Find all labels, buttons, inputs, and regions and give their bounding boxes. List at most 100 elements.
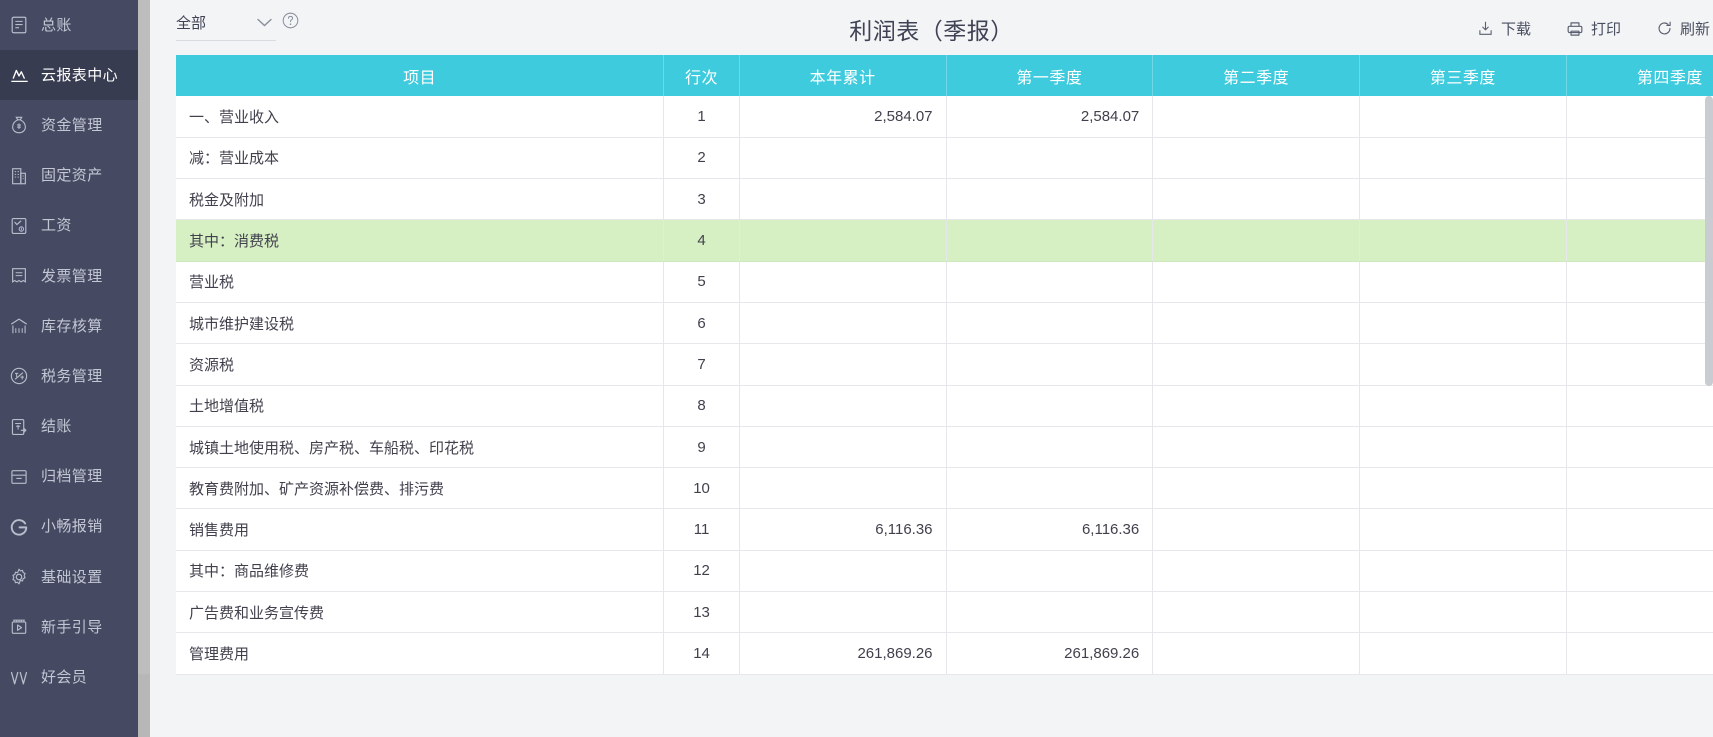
table-row[interactable]: 资源税 7 xyxy=(176,343,1713,386)
cell-ytd[interactable] xyxy=(739,343,947,386)
question-circle-icon[interactable] xyxy=(282,12,299,34)
cell-q1[interactable] xyxy=(946,467,1154,510)
table-row[interactable]: 减：营业成本 2 xyxy=(176,137,1713,180)
cell-q3[interactable] xyxy=(1359,219,1567,262)
table-column-header-2[interactable]: 本年累计 xyxy=(739,55,947,96)
cell-q3[interactable] xyxy=(1359,385,1567,427)
cell-item[interactable]: 其中：消费税 xyxy=(176,219,665,262)
cell-line-number[interactable]: 1 xyxy=(663,96,740,138)
table-row[interactable]: 其中：消费税 4 xyxy=(176,219,1713,262)
cell-item[interactable]: 其中：商品维修费 xyxy=(176,550,665,593)
sidebar-item-4[interactable]: 工资 xyxy=(0,201,138,251)
cell-line-number[interactable]: 14 xyxy=(663,632,740,675)
cell-ytd[interactable] xyxy=(739,302,947,345)
table-column-header-4[interactable]: 第二季度 xyxy=(1152,55,1360,96)
table-row[interactable]: 广告费和业务宣传费 13 xyxy=(176,591,1713,634)
cell-q2[interactable] xyxy=(1152,343,1360,386)
cell-line-number[interactable]: 10 xyxy=(663,467,740,510)
cell-ytd[interactable] xyxy=(739,261,947,303)
cell-item[interactable]: 教育费附加、矿产资源补偿费、排污费 xyxy=(176,467,665,510)
cell-q1[interactable] xyxy=(946,178,1154,221)
sidebar-item-7[interactable]: 税务管理 xyxy=(0,351,138,401)
cell-q2[interactable] xyxy=(1152,591,1360,634)
toolbar-action-2[interactable]: 刷新 xyxy=(1656,18,1710,39)
table-row[interactable]: 土地增值税 8 xyxy=(176,385,1713,427)
table-row[interactable]: 教育费附加、矿产资源补偿费、排污费 10 xyxy=(176,467,1713,510)
sidebar-item-1[interactable]: 云报表中心 xyxy=(0,50,138,101)
cell-line-number[interactable]: 6 xyxy=(663,302,740,345)
report-table-scroll[interactable]: 项目 行次 本年累计 第一季度 第二季度 第三季度 第四季度 一、营业收入 1 2,584.07… xyxy=(176,55,1713,737)
cell-ytd[interactable] xyxy=(739,467,947,510)
cell-q1[interactable] xyxy=(946,261,1154,303)
cell-q4[interactable] xyxy=(1566,508,1713,551)
table-column-header-3[interactable]: 第一季度 xyxy=(946,55,1154,96)
toolbar-action-0[interactable]: 下载 xyxy=(1477,18,1531,39)
cell-q1[interactable] xyxy=(946,302,1154,345)
cell-q4[interactable] xyxy=(1566,632,1713,675)
cell-item[interactable]: 减：营业成本 xyxy=(176,137,665,180)
sidebar-item-5[interactable]: 发票管理 xyxy=(0,251,138,301)
table-row[interactable]: 销售费用 11 6,116.36 6,116.36 xyxy=(176,508,1713,551)
cell-q2[interactable] xyxy=(1152,425,1360,469)
sidebar-item-12[interactable]: 新手引导 xyxy=(0,602,138,652)
cell-item[interactable]: 广告费和业务宣传费 xyxy=(176,591,665,634)
cell-q3[interactable] xyxy=(1359,591,1567,634)
table-row[interactable]: 其中：商品维修费 12 xyxy=(176,550,1713,593)
cell-q2[interactable] xyxy=(1152,632,1360,675)
cell-q1[interactable] xyxy=(946,219,1154,262)
cell-q1[interactable]: 2,584.07 xyxy=(946,96,1154,138)
cell-q3[interactable] xyxy=(1359,550,1567,593)
cell-line-number[interactable]: 11 xyxy=(663,508,740,551)
cell-q1[interactable]: 261,869.26 xyxy=(946,632,1154,675)
cell-item[interactable]: 土地增值税 xyxy=(176,385,665,427)
cell-line-number[interactable]: 9 xyxy=(663,425,740,469)
cell-ytd[interactable]: 2,584.07 xyxy=(739,96,947,138)
cell-q4[interactable] xyxy=(1566,178,1713,221)
cell-ytd[interactable] xyxy=(739,550,947,593)
cell-q4[interactable] xyxy=(1566,467,1713,510)
cell-q3[interactable] xyxy=(1359,137,1567,180)
cell-q2[interactable] xyxy=(1152,137,1360,180)
cell-q2[interactable] xyxy=(1152,508,1360,551)
cell-q3[interactable] xyxy=(1359,96,1567,138)
cell-line-number[interactable]: 2 xyxy=(663,137,740,180)
cell-q3[interactable] xyxy=(1359,261,1567,303)
cell-q4[interactable] xyxy=(1566,550,1713,593)
cell-q3[interactable] xyxy=(1359,508,1567,551)
table-column-header-5[interactable]: 第三季度 xyxy=(1359,55,1567,96)
table-row[interactable]: 城市维护建设税 6 xyxy=(176,302,1713,345)
cell-q3[interactable] xyxy=(1359,467,1567,510)
cell-line-number[interactable]: 3 xyxy=(663,178,740,221)
cell-ytd[interactable] xyxy=(739,137,947,180)
cell-q3[interactable] xyxy=(1359,343,1567,386)
cell-item[interactable]: 营业税 xyxy=(176,261,665,303)
scope-select[interactable]: 全部 xyxy=(176,12,276,41)
cell-q2[interactable] xyxy=(1152,178,1360,221)
sidebar-item-9[interactable]: 归档管理 xyxy=(0,452,138,502)
table-column-header-0[interactable]: 项目 xyxy=(176,55,665,96)
cell-line-number[interactable]: 12 xyxy=(663,550,740,593)
cell-ytd[interactable] xyxy=(739,425,947,469)
cell-item[interactable]: 资源税 xyxy=(176,343,665,386)
table-row[interactable]: 税金及附加 3 xyxy=(176,178,1713,221)
cell-ytd[interactable] xyxy=(739,591,947,634)
sidebar-item-13[interactable]: 好会员 xyxy=(0,652,138,702)
table-row[interactable]: 管理费用 14 261,869.26 261,869.26 xyxy=(176,632,1713,675)
cell-line-number[interactable]: 5 xyxy=(663,261,740,303)
cell-item[interactable]: 一、营业收入 xyxy=(176,96,665,138)
cell-q2[interactable] xyxy=(1152,302,1360,345)
table-column-header-1[interactable]: 行次 xyxy=(663,55,740,96)
table-column-header-6[interactable]: 第四季度 xyxy=(1566,55,1713,96)
vertical-scrollbar[interactable] xyxy=(1705,96,1713,656)
sidebar-item-3[interactable]: 固定资产 xyxy=(0,151,138,201)
cell-q4[interactable] xyxy=(1566,343,1713,386)
sidebar-item-6[interactable]: 库存核算 xyxy=(0,301,138,351)
cell-q4[interactable] xyxy=(1566,385,1713,427)
cell-line-number[interactable]: 4 xyxy=(663,219,740,262)
cell-line-number[interactable]: 8 xyxy=(663,385,740,427)
toolbar-action-1[interactable]: 打印 xyxy=(1566,18,1621,39)
cell-q1[interactable] xyxy=(946,425,1154,469)
cell-ytd[interactable] xyxy=(739,219,947,262)
cell-q2[interactable] xyxy=(1152,385,1360,427)
cell-q2[interactable] xyxy=(1152,219,1360,262)
